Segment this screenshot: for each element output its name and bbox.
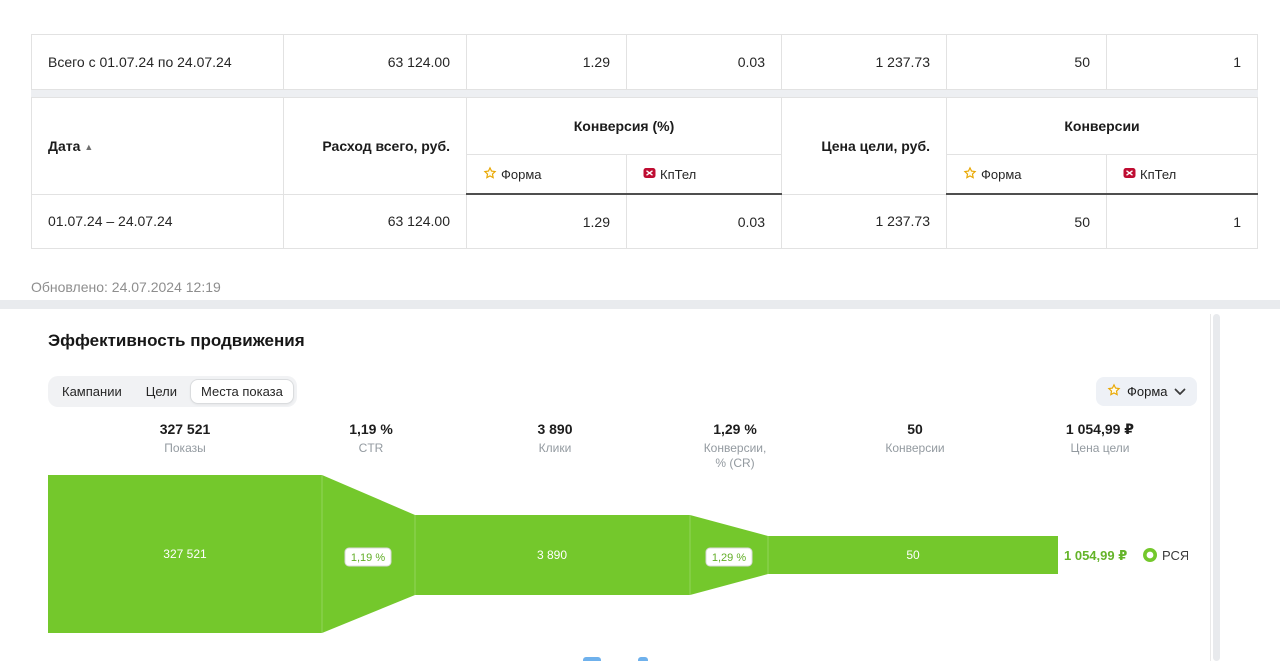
funnel-chart: 327 521 3 890 50 1,19 % 1,29 % 1 054,99 … bbox=[48, 475, 1188, 633]
sort-ascending-icon: ▲ bbox=[84, 141, 94, 152]
funnel-goal-cost-value: 1 054,99 ₽ bbox=[1064, 548, 1127, 563]
totals-spend: 63 124.00 bbox=[283, 34, 467, 90]
totals-conversions-form: 50 bbox=[946, 34, 1107, 90]
stats-table: Всего с 01.07.24 по 24.07.24 63 124.00 1… bbox=[31, 34, 1258, 249]
header-row: Дата ▲ Расход всего, руб. Конверсия (%) Ц… bbox=[31, 97, 1258, 195]
metric-ctr: 1,19 % CTR bbox=[349, 421, 393, 455]
row-conversion-form: 1.29 bbox=[466, 193, 627, 249]
svg-text:1,19 %: 1,19 % bbox=[351, 552, 385, 564]
row-conversion-kptel: 0.03 bbox=[626, 193, 782, 249]
goal-selector-dropdown[interactable]: Форма bbox=[1096, 377, 1197, 406]
subcolumn-conversion-kptel[interactable]: КпТел bbox=[626, 154, 782, 195]
totals-label: Всего с 01.07.24 по 24.07.24 bbox=[31, 34, 284, 90]
totals-conversion-form: 1.29 bbox=[466, 34, 627, 90]
funnel-label-clicks: 3 890 bbox=[537, 548, 567, 562]
goal-star-icon bbox=[963, 166, 977, 183]
funnel-tab-group: Кампании Цели Места показа bbox=[48, 376, 297, 407]
row-goal-cost: 1 237.73 bbox=[781, 193, 947, 249]
tab-goals[interactable]: Цели bbox=[145, 384, 177, 399]
table-separator bbox=[31, 89, 1258, 98]
funnel-stage-impressions bbox=[48, 475, 322, 633]
totals-row: Всего с 01.07.24 по 24.07.24 63 124.00 1… bbox=[31, 34, 1258, 90]
funnel-stage-clicks bbox=[415, 515, 690, 595]
subcolumn-conversions-kptel[interactable]: КпТел bbox=[1106, 154, 1258, 195]
column-header-date[interactable]: Дата ▲ bbox=[31, 97, 284, 195]
legend-label: РСЯ bbox=[1162, 548, 1188, 563]
totals-goal-cost: 1 237.73 bbox=[781, 34, 947, 90]
row-conversions-kptel: 1 bbox=[1106, 193, 1258, 249]
column-header-conversion-pct[interactable]: Конверсия (%) bbox=[466, 97, 782, 155]
goal-star-icon bbox=[1107, 383, 1121, 400]
updated-timestamp: Обновлено: 24.07.2024 12:19 bbox=[31, 279, 221, 295]
goal-kptel-icon bbox=[643, 167, 656, 182]
table-row: 01.07.24 – 24.07.24 63 124.00 1.29 0.03 … bbox=[31, 193, 1258, 249]
funnel-badge-ctr: 1,19 % bbox=[344, 547, 392, 567]
subcolumn-conversions-form[interactable]: Форма bbox=[946, 154, 1107, 195]
row-date-range: 01.07.24 – 24.07.24 bbox=[31, 193, 284, 249]
column-header-conversions[interactable]: Конверсии bbox=[946, 97, 1258, 155]
metric-impressions: 327 521 Показы bbox=[159, 421, 211, 455]
totals-conversion-kptel: 0.03 bbox=[626, 34, 782, 90]
vertical-scrollbar[interactable] bbox=[1213, 314, 1220, 661]
funnel-label-conversions: 50 bbox=[906, 548, 920, 562]
goal-star-icon bbox=[483, 166, 497, 183]
tab-placements[interactable]: Места показа bbox=[189, 379, 294, 404]
funnel-badge-cr: 1,29 % bbox=[705, 547, 753, 567]
metric-goal-cost: 1 054,99 ₽ Цена цели bbox=[1065, 421, 1135, 455]
tab-campaigns[interactable]: Кампании bbox=[62, 384, 122, 399]
page-title: Эффективность продвижения bbox=[48, 331, 305, 350]
column-header-goal-cost[interactable]: Цена цели, руб. bbox=[781, 97, 947, 195]
svg-text:1,29 %: 1,29 % bbox=[712, 552, 746, 564]
column-header-spend[interactable]: Расход всего, руб. bbox=[283, 97, 467, 195]
totals-conversions-kptel: 1 bbox=[1106, 34, 1258, 90]
legend-item-rsya[interactable]: РСЯ bbox=[1143, 548, 1188, 563]
section-divider bbox=[0, 300, 1280, 309]
goal-kptel-icon bbox=[1123, 167, 1136, 182]
metric-conversions: 50 Конверсии bbox=[885, 421, 945, 455]
chevron-down-icon bbox=[1174, 384, 1186, 399]
row-conversions-form: 50 bbox=[946, 193, 1107, 249]
legend-dot-icon bbox=[1143, 548, 1158, 563]
funnel-stage-conversions bbox=[768, 536, 1058, 574]
cutoff-link-fragment bbox=[638, 657, 648, 661]
metric-conversion-rate: 1,29 % Конверсии, % (CR) bbox=[703, 421, 767, 470]
row-spend: 63 124.00 bbox=[283, 193, 467, 249]
subcolumn-conversion-form[interactable]: Форма bbox=[466, 154, 627, 195]
card-edge-divider bbox=[1210, 314, 1211, 661]
subheader-row: Форма КпТел Форма КпТел bbox=[32, 154, 1258, 195]
cutoff-link-fragment bbox=[583, 657, 601, 661]
metric-clicks: 3 890 Клики bbox=[537, 421, 573, 455]
goal-selector-label: Форма bbox=[1127, 384, 1168, 399]
funnel-label-impressions: 327 521 bbox=[163, 547, 207, 561]
